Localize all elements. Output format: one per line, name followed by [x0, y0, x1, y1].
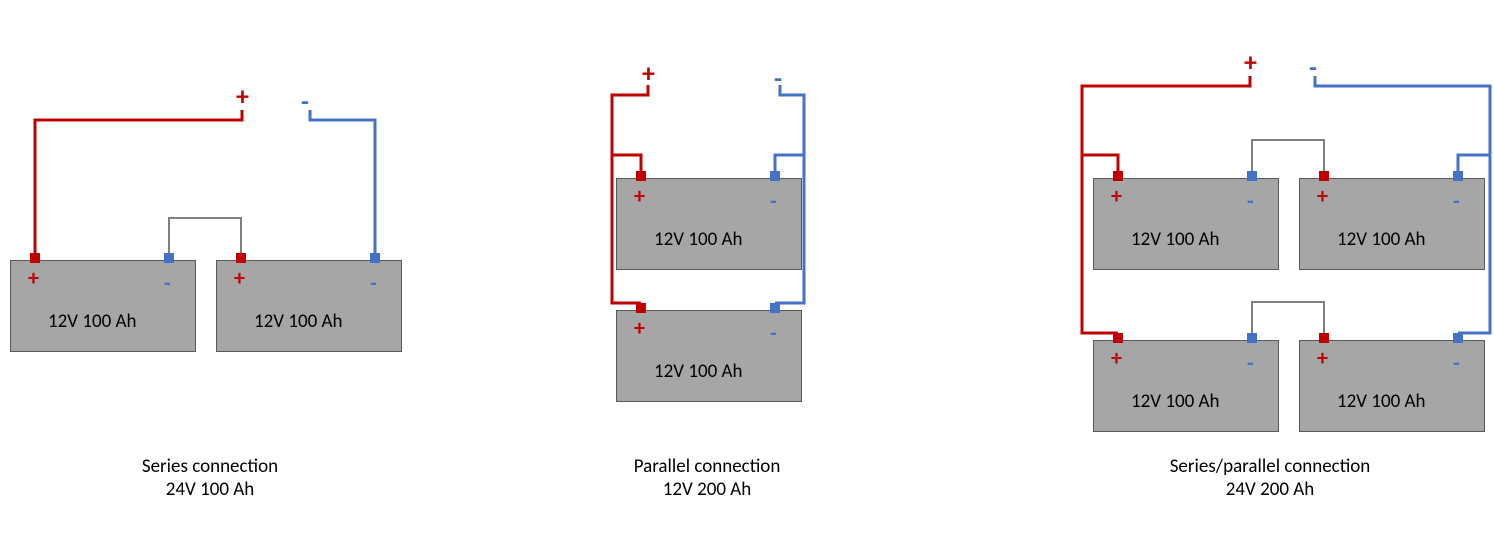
- series-battery-1-minus-icon: -: [370, 272, 377, 294]
- parallel-battery-0-minus-icon: -: [770, 190, 777, 212]
- series-battery-0-plus-icon: +: [28, 267, 39, 289]
- sp-battery-0-neg-terminal-icon: [1247, 171, 1257, 181]
- series-battery-1-label: 12V 100 Ah: [254, 310, 343, 333]
- series-caption: Series connection 24V 100 Ah: [110, 455, 310, 501]
- sp-wire-pos: [1082, 76, 1250, 155]
- parallel-battery-0-pos-terminal-icon: [636, 171, 646, 181]
- sp-battery-3-neg-terminal-icon: [1453, 333, 1463, 343]
- sp-battery-1-pos-terminal-icon: [1319, 171, 1329, 181]
- sp-battery-3-pos-terminal-icon: [1319, 333, 1329, 343]
- sp-output-plus-icon: +: [1244, 49, 1257, 75]
- sp-battery-3-minus-icon: -: [1453, 352, 1460, 374]
- parallel-output-minus-icon: -: [774, 65, 782, 91]
- sp-battery-0-plus-icon: +: [1111, 185, 1122, 207]
- sp-wire-link: [1252, 302, 1324, 333]
- series-battery-0-pos-terminal-icon: [30, 253, 40, 263]
- sp-caption: Series/parallel connection 24V 200 Ah: [1155, 455, 1385, 501]
- sp-battery-2-minus-icon: -: [1247, 352, 1254, 374]
- sp-battery-0-label: 12V 100 Ah: [1131, 228, 1220, 251]
- series-battery-1-neg-terminal-icon: [370, 253, 380, 263]
- sp-battery-2-neg-terminal-icon: [1247, 333, 1257, 343]
- series-output-plus-icon: +: [236, 83, 249, 109]
- parallel-battery-1-plus-icon: +: [634, 317, 645, 339]
- parallel-battery-1-minus-icon: -: [770, 322, 777, 344]
- sp-battery-1-minus-icon: -: [1453, 190, 1460, 212]
- parallel-wire-neg: [780, 85, 804, 155]
- sp-battery-3-plus-icon: +: [1317, 347, 1328, 369]
- sp-output-minus-icon: -: [1309, 54, 1317, 80]
- sp-battery-0-minus-icon: -: [1247, 190, 1254, 212]
- parallel-battery-0-plus-icon: +: [634, 185, 645, 207]
- parallel-battery-1-label: 12V 100 Ah: [654, 360, 743, 383]
- parallel-battery-1-neg-terminal-icon: [770, 303, 780, 313]
- series-battery-0-minus-icon: -: [164, 272, 171, 294]
- series-battery-0-label: 12V 100 Ah: [48, 310, 137, 333]
- diagram-stage: + - 12V 100 Ah + - 12V 100 Ah + - Series connect…: [0, 0, 1494, 536]
- sp-battery-2-pos-terminal-icon: [1113, 333, 1123, 343]
- series-output-minus-icon: -: [301, 88, 309, 114]
- parallel-wire-pos: [612, 85, 648, 155]
- sp-battery-2-label: 12V 100 Ah: [1131, 390, 1220, 413]
- sp-battery-2-plus-icon: +: [1111, 347, 1122, 369]
- parallel-battery-0-label: 12V 100 Ah: [654, 228, 743, 251]
- sp-battery-0-pos-terminal-icon: [1113, 171, 1123, 181]
- sp-battery-1-neg-terminal-icon: [1453, 171, 1463, 181]
- parallel-battery-0-neg-terminal-icon: [770, 171, 780, 181]
- sp-battery-3-label: 12V 100 Ah: [1337, 390, 1426, 413]
- series-wire-link: [169, 218, 241, 253]
- series-wire-neg: [310, 110, 375, 253]
- sp-wire-link: [1252, 140, 1324, 171]
- series-battery-0-neg-terminal-icon: [164, 253, 174, 263]
- parallel-output-plus-icon: +: [642, 60, 655, 86]
- parallel-caption: Parallel connection 12V 200 Ah: [607, 455, 807, 501]
- sp-battery-1-plus-icon: +: [1317, 185, 1328, 207]
- series-battery-1-pos-terminal-icon: [236, 253, 246, 263]
- series-wire-pos: [35, 110, 242, 253]
- sp-wire-neg: [1315, 76, 1490, 155]
- series-battery-1-plus-icon: +: [234, 267, 245, 289]
- sp-battery-1-label: 12V 100 Ah: [1337, 228, 1426, 251]
- parallel-battery-1-pos-terminal-icon: [636, 303, 646, 313]
